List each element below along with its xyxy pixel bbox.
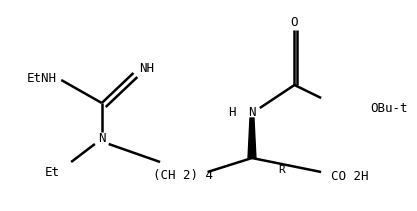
- Text: O: O: [291, 15, 298, 28]
- Text: OBu-t: OBu-t: [371, 101, 408, 115]
- Text: N: N: [248, 106, 256, 119]
- Text: H: H: [229, 106, 236, 119]
- Text: Et: Et: [45, 165, 60, 179]
- Text: NH: NH: [139, 61, 154, 74]
- Text: N: N: [98, 131, 106, 145]
- Text: (CH 2) 4: (CH 2) 4: [153, 169, 213, 181]
- Polygon shape: [248, 118, 256, 158]
- Text: CO 2H: CO 2H: [331, 169, 369, 183]
- Text: EtNH: EtNH: [27, 72, 56, 84]
- Text: R: R: [278, 165, 285, 175]
